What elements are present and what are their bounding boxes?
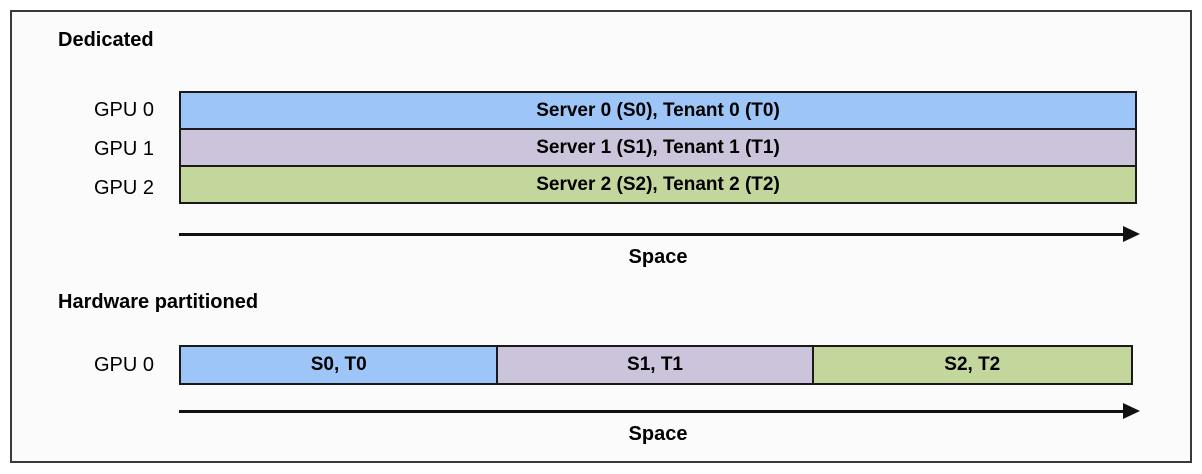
gpu1-dedicated-bar-label: Server 1 (S1), Tenant 1 (T1) bbox=[536, 136, 780, 158]
axis-line bbox=[179, 232, 1123, 236]
partitioned-segment-s2t2-label: S2, T2 bbox=[944, 354, 1001, 375]
gpu1-dedicated-bar: Server 1 (S1), Tenant 1 (T1) bbox=[179, 128, 1137, 167]
gpu0-dedicated-bar-label: Server 0 (S0), Tenant 0 (T0) bbox=[536, 99, 780, 121]
space-axis-label-dedicated: Space bbox=[628, 246, 688, 268]
space-axis-partitioned bbox=[179, 403, 1140, 419]
arrow-right-icon bbox=[1123, 226, 1140, 242]
partitioned-segment-s1t1-label: S1, T1 bbox=[627, 354, 684, 375]
gpu-label-partitioned-0: GPU 0 bbox=[93, 354, 154, 376]
partitioned-bar: S0, T0 S1, T1 S2, T2 bbox=[179, 345, 1137, 385]
axis-line bbox=[179, 409, 1123, 413]
arrow-right-icon bbox=[1123, 403, 1140, 419]
dedicated-bar-stack: Server 0 (S0), Tenant 0 (T0) Server 1 (S… bbox=[179, 91, 1137, 204]
gpu2-dedicated-bar: Server 2 (S2), Tenant 2 (T2) bbox=[179, 165, 1137, 204]
gpu0-dedicated-bar: Server 0 (S0), Tenant 0 (T0) bbox=[179, 91, 1137, 130]
diagram-frame: Dedicated GPU 0 GPU 1 GPU 2 Server 0 (S0… bbox=[10, 10, 1192, 463]
partitioned-segment-s1t1: S1, T1 bbox=[496, 345, 814, 385]
partitioned-segment-s2t2: S2, T2 bbox=[811, 345, 1133, 385]
section-title-dedicated: Dedicated bbox=[58, 29, 154, 51]
partitioned-segment-s0t0: S0, T0 bbox=[179, 345, 499, 385]
gpu-label-dedicated-0: GPU 0 bbox=[93, 99, 154, 121]
section-title-hardware-partitioned: Hardware partitioned bbox=[58, 291, 259, 313]
partitioned-segment-s0t0-label: S0, T0 bbox=[310, 354, 367, 375]
gpu-label-dedicated-1: GPU 1 bbox=[93, 138, 154, 160]
space-axis-label-partitioned: Space bbox=[628, 423, 688, 445]
space-axis-dedicated bbox=[179, 226, 1140, 242]
gpu2-dedicated-bar-label: Server 2 (S2), Tenant 2 (T2) bbox=[536, 173, 780, 195]
gpu-label-dedicated-2: GPU 2 bbox=[93, 177, 154, 199]
